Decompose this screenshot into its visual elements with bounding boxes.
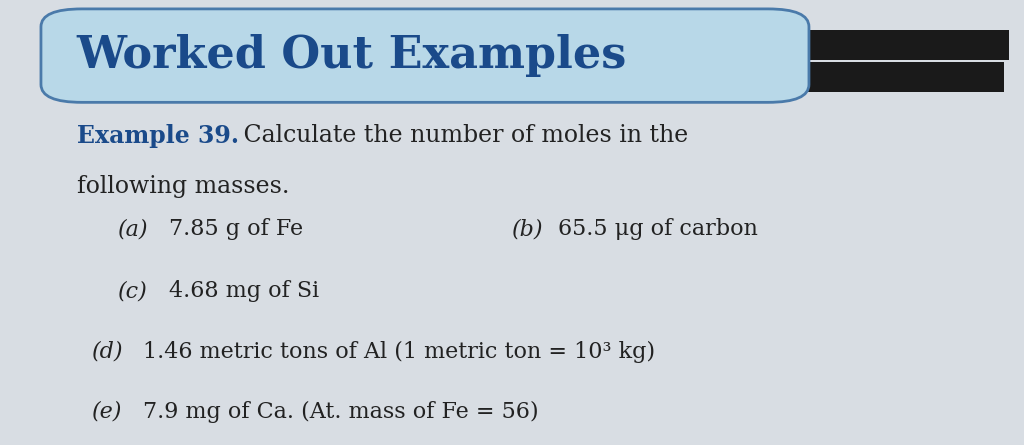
Text: 7.9 mg of Ca. (At. mass of Fe = 56): 7.9 mg of Ca. (At. mass of Fe = 56) <box>143 400 539 423</box>
Text: 7.85 g of Fe: 7.85 g of Fe <box>169 218 303 240</box>
Text: (c): (c) <box>118 280 147 303</box>
Text: 4.68 mg of Si: 4.68 mg of Si <box>169 280 319 303</box>
Text: following masses.: following masses. <box>77 175 290 198</box>
Text: (a): (a) <box>118 218 148 240</box>
FancyBboxPatch shape <box>41 9 809 102</box>
Text: (e): (e) <box>92 400 123 423</box>
Text: (d): (d) <box>92 340 124 363</box>
FancyBboxPatch shape <box>763 30 1009 60</box>
Text: 65.5 μg of carbon: 65.5 μg of carbon <box>558 218 758 240</box>
FancyBboxPatch shape <box>763 62 1004 92</box>
Text: Calculate the number of moles in the: Calculate the number of moles in the <box>236 124 688 147</box>
Text: Example 39.: Example 39. <box>77 124 239 148</box>
Text: Worked Out Examples: Worked Out Examples <box>77 34 627 77</box>
Text: 1.46 metric tons of Al (1 metric ton = 10³ kg): 1.46 metric tons of Al (1 metric ton = 1… <box>143 340 655 363</box>
Text: (b): (b) <box>512 218 544 240</box>
